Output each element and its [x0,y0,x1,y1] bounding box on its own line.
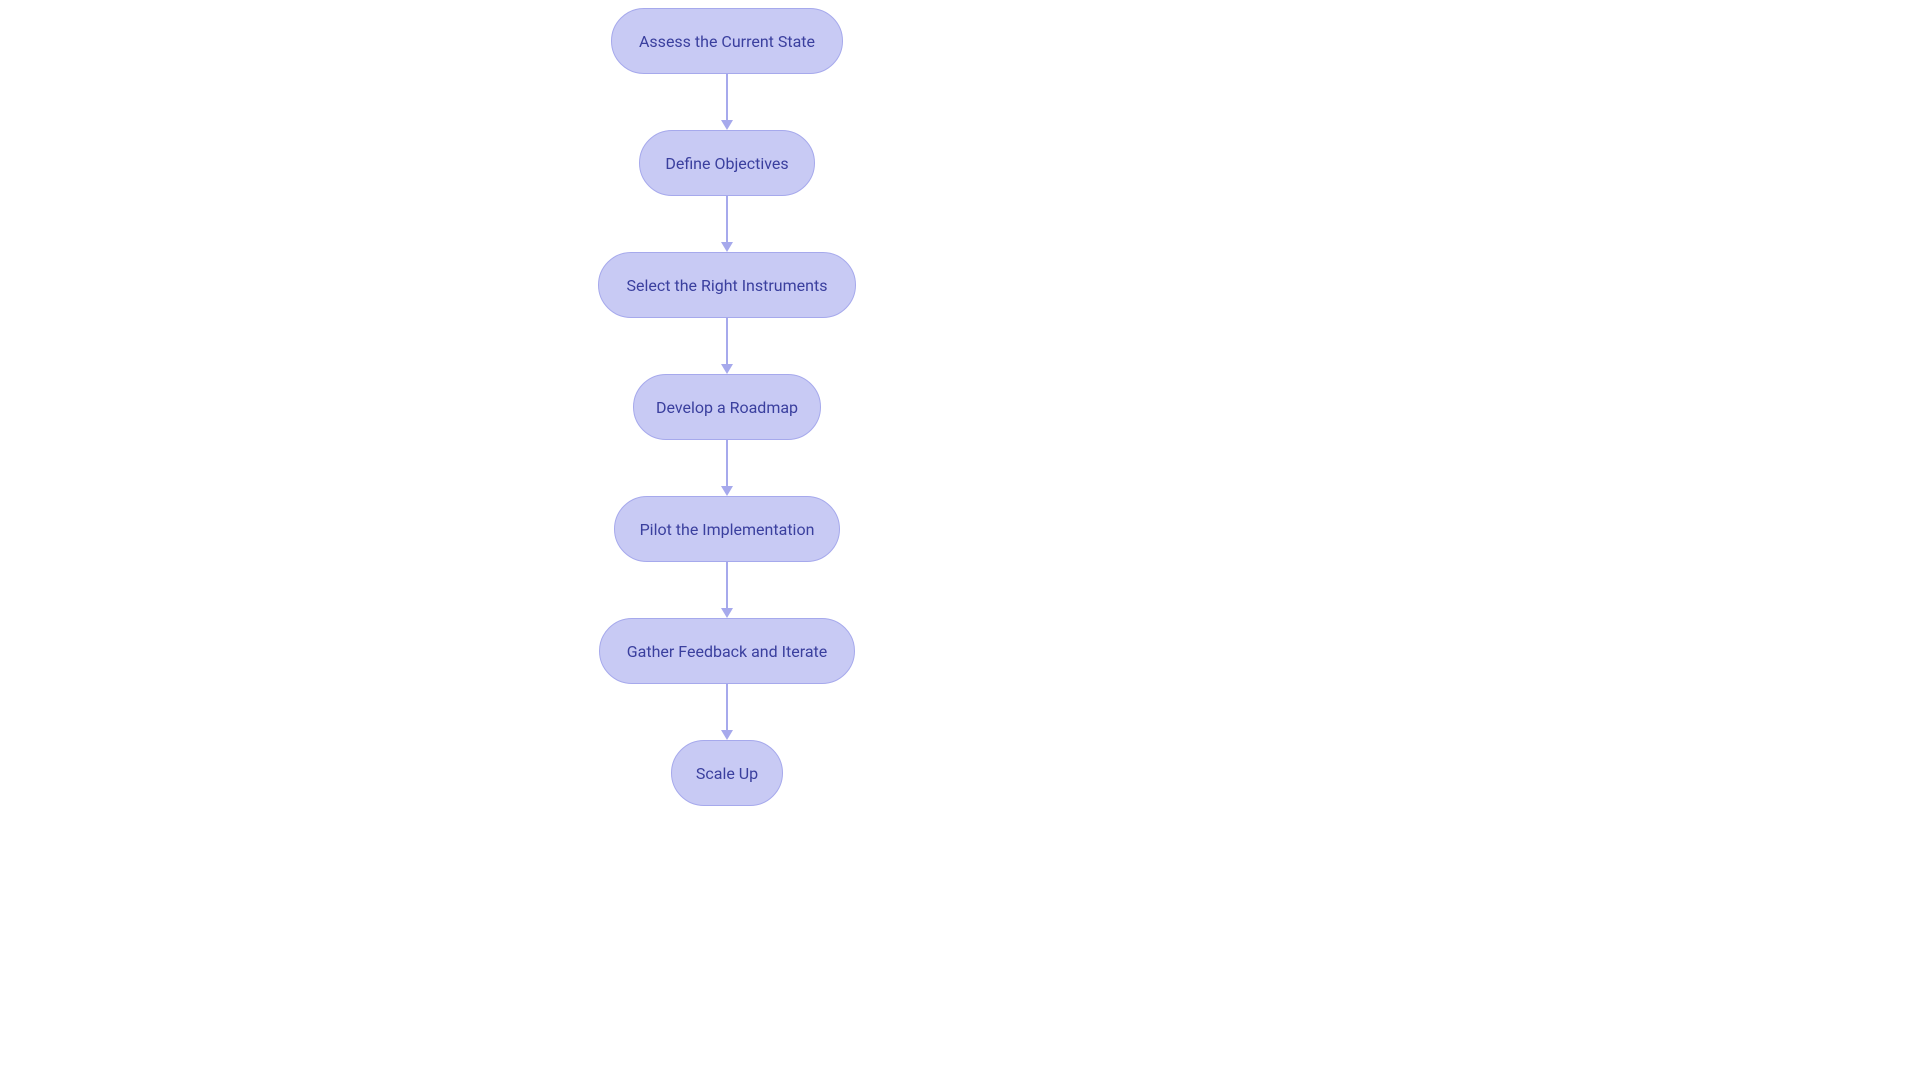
flowchart-node-n7: Scale Up [671,740,783,806]
flowchart-edge-n3-n4 [717,318,737,374]
flowchart-edge-n5-n6 [717,562,737,618]
flowchart-node-n5: Pilot the Implementation [614,496,840,562]
flowchart-node-n6: Gather Feedback and Iterate [599,618,855,684]
flowchart-edge-n2-n3 [717,196,737,252]
flowchart-edge-n4-n5 [717,440,737,496]
flowchart-node-n1: Assess the Current State [611,8,843,74]
flowchart-node-n4: Develop a Roadmap [633,374,821,440]
flowchart-node-n3: Select the Right Instruments [598,252,856,318]
flowchart-container: Assess the Current State Define Objective… [0,0,1920,1083]
flowchart-edge-n1-n2 [717,74,737,130]
flowchart-node-n2: Define Objectives [639,130,815,196]
flowchart-edge-n6-n7 [717,684,737,740]
